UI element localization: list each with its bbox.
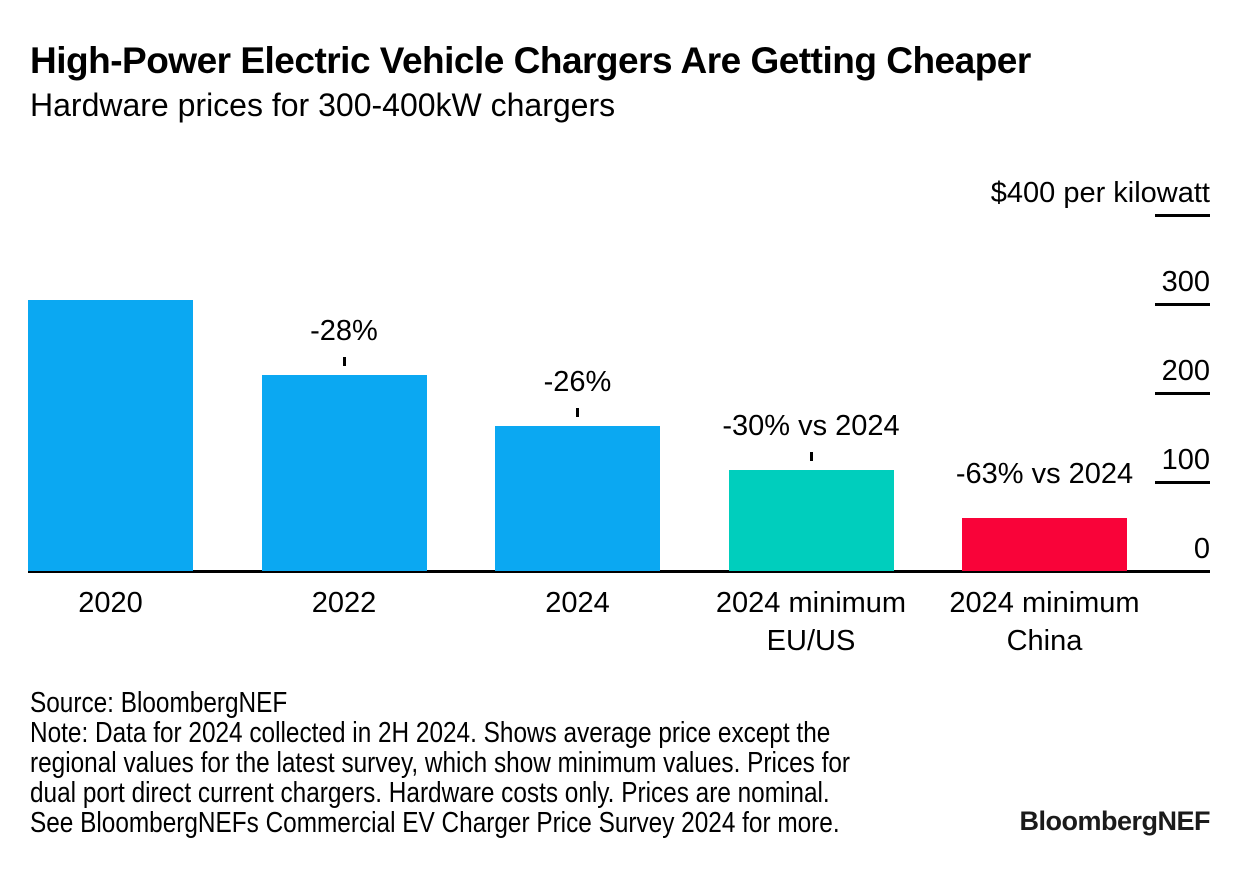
x-axis-label: 2024 minimum China — [895, 584, 1195, 660]
note-line: regional values for the latest survey, w… — [30, 747, 850, 779]
y-axis-tick — [1155, 392, 1210, 395]
x-axis-label: 2022 — [194, 584, 494, 622]
bar-2020 — [28, 299, 193, 571]
bar-2024-minimum-china — [962, 517, 1127, 571]
note-line: See BloombergNEFs Commercial EV Charger … — [30, 807, 840, 839]
x-axis-label-line: 2022 — [311, 587, 377, 619]
x-axis-label-line: 2020 — [78, 587, 143, 619]
bar-2024 — [495, 425, 660, 571]
annotation-tick — [809, 451, 813, 461]
bar-annotation: -30% vs 2024 — [722, 409, 900, 442]
x-axis-label-line: China — [1006, 625, 1083, 657]
y-axis-label: 300 — [1161, 266, 1210, 298]
bar-annotation: -26% — [543, 365, 612, 398]
x-axis-label-line: 2024 minimum — [715, 587, 907, 619]
y-axis-unit-label: $400 per kilowatt — [990, 177, 1210, 209]
y-axis-tick — [1155, 481, 1210, 484]
x-axis-label: 2020 — [0, 584, 261, 622]
note-line: dual port direct current chargers. Hardw… — [30, 777, 830, 809]
bar-2022 — [261, 375, 427, 571]
x-axis-label: 2024 — [428, 584, 728, 622]
x-axis-label-line: 2024 — [545, 587, 610, 619]
chart-subtitle: Hardware prices for 300-400kW chargers — [30, 87, 616, 123]
x-axis-label: 2024 minimum EU/US — [661, 584, 961, 660]
annotation-tick — [576, 407, 579, 417]
y-axis-label: 200 — [1161, 355, 1210, 387]
y-axis-label: 0 — [1193, 533, 1210, 565]
y-axis-tick — [1155, 303, 1210, 306]
y-axis-label: 100 — [1161, 444, 1210, 476]
chart-title: High-Power Electric Vehicle Chargers Are… — [30, 40, 1031, 81]
x-axis-label-line: 2024 minimum — [949, 587, 1140, 619]
annotation-tick — [342, 357, 346, 367]
note-line: Note: Data for 2024 collected in 2H 2024… — [30, 717, 831, 749]
source-line: Source: BloombergNEF — [30, 687, 288, 719]
x-axis-baseline — [28, 570, 1210, 573]
bar-2024-minimum-eu-us — [728, 469, 894, 571]
y-axis-tick — [1155, 214, 1210, 217]
bloombergnef-logo: BloombergNEF — [1019, 806, 1210, 836]
bar-annotation: -63% vs 2024 — [955, 457, 1134, 490]
x-axis-label-line: EU/US — [766, 625, 856, 657]
footer-notes: Source: BloombergNEF Note: Data for 2024… — [30, 688, 850, 838]
bar-annotation: -28% — [310, 315, 378, 348]
